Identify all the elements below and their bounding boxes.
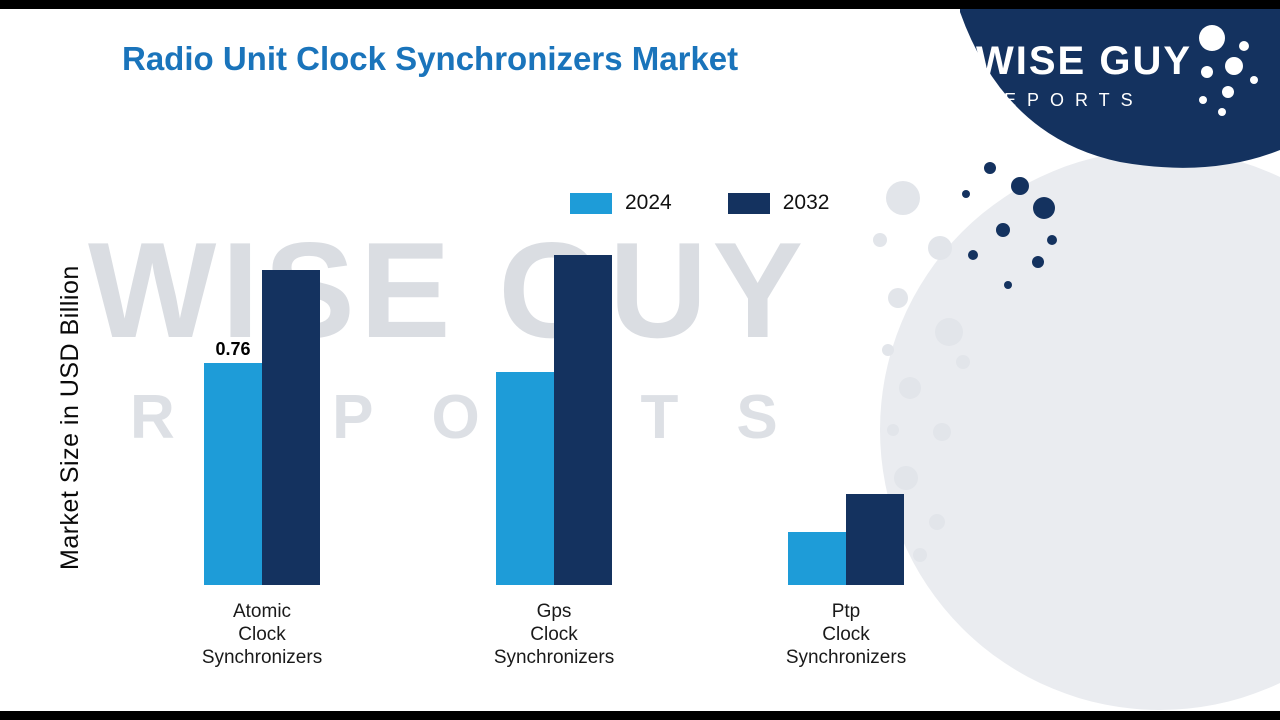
legend-item-2024: 2024 xyxy=(570,191,672,215)
chart-legend: 2024 2032 xyxy=(570,191,829,215)
decorative-dot xyxy=(894,466,918,490)
brand-logo: WISE GUY REPORTS xyxy=(960,0,1280,168)
top-border xyxy=(0,0,1280,9)
decorative-dot xyxy=(1011,177,1029,195)
decorative-dot xyxy=(888,288,908,308)
bar-2024 xyxy=(788,532,846,585)
decorative-dot xyxy=(984,162,996,174)
legend-item-2032: 2032 xyxy=(727,191,830,215)
decorative-dot xyxy=(1047,235,1057,245)
decorative-dot xyxy=(913,548,927,562)
decorative-dot xyxy=(968,250,978,260)
chart-title: Radio Unit Clock Synchronizers Market xyxy=(122,40,739,77)
legend-label-2032: 2032 xyxy=(782,191,830,214)
bar-group: Gps Clock Synchronizers xyxy=(493,255,615,669)
decorative-dot xyxy=(899,377,921,399)
bar-2032 xyxy=(846,494,904,585)
decorative-dot xyxy=(929,514,945,530)
watermark-text-wiseguy: WISE GUY xyxy=(88,214,809,366)
decorative-dot xyxy=(1033,197,1055,219)
category-label: Ptp Clock Synchronizers xyxy=(785,601,907,668)
bar-2032 xyxy=(554,255,612,585)
legend-label-2024: 2024 xyxy=(625,191,672,214)
decorative-dot xyxy=(1032,256,1044,268)
brand-name-text: WISE GUY xyxy=(976,39,1192,83)
bar-2032 xyxy=(262,270,320,585)
bar-2024 xyxy=(496,372,554,585)
decorative-dot xyxy=(1004,281,1012,289)
decorative-dot xyxy=(886,181,920,215)
brand-blob xyxy=(960,0,1280,168)
brand-face-dots xyxy=(1199,25,1258,116)
decorative-dot xyxy=(928,236,952,260)
category-label: Gps Clock Synchronizers xyxy=(493,601,615,668)
decorative-dot xyxy=(933,423,951,441)
bar-group: Ptp Clock Synchronizers xyxy=(785,494,907,669)
decorative-dot xyxy=(962,190,970,198)
decorative-dot xyxy=(935,318,963,346)
category-label: Atomic Clock Synchronizers xyxy=(201,601,323,668)
bar-value-label: 0.76 xyxy=(215,339,251,359)
bottom-border xyxy=(0,711,1280,720)
decorative-dot xyxy=(956,355,970,369)
decorative-dot xyxy=(873,233,887,247)
legend-swatch-2032 xyxy=(727,192,770,214)
y-axis-label: Market Size in USD Billion xyxy=(56,265,84,570)
legend-swatch-2024 xyxy=(570,192,612,214)
bar-2024 xyxy=(204,363,262,585)
bar-group: 0.76 Atomic Clock Synchronizers xyxy=(201,270,323,669)
decorative-dot xyxy=(882,344,894,356)
decorative-dot xyxy=(887,424,899,436)
brand-sub-text: REPORTS xyxy=(980,90,1144,110)
decorative-dot xyxy=(996,223,1010,237)
plot-area: 0.76 Atomic Clock Synchronizers Gps Clock Sync… xyxy=(201,255,907,669)
